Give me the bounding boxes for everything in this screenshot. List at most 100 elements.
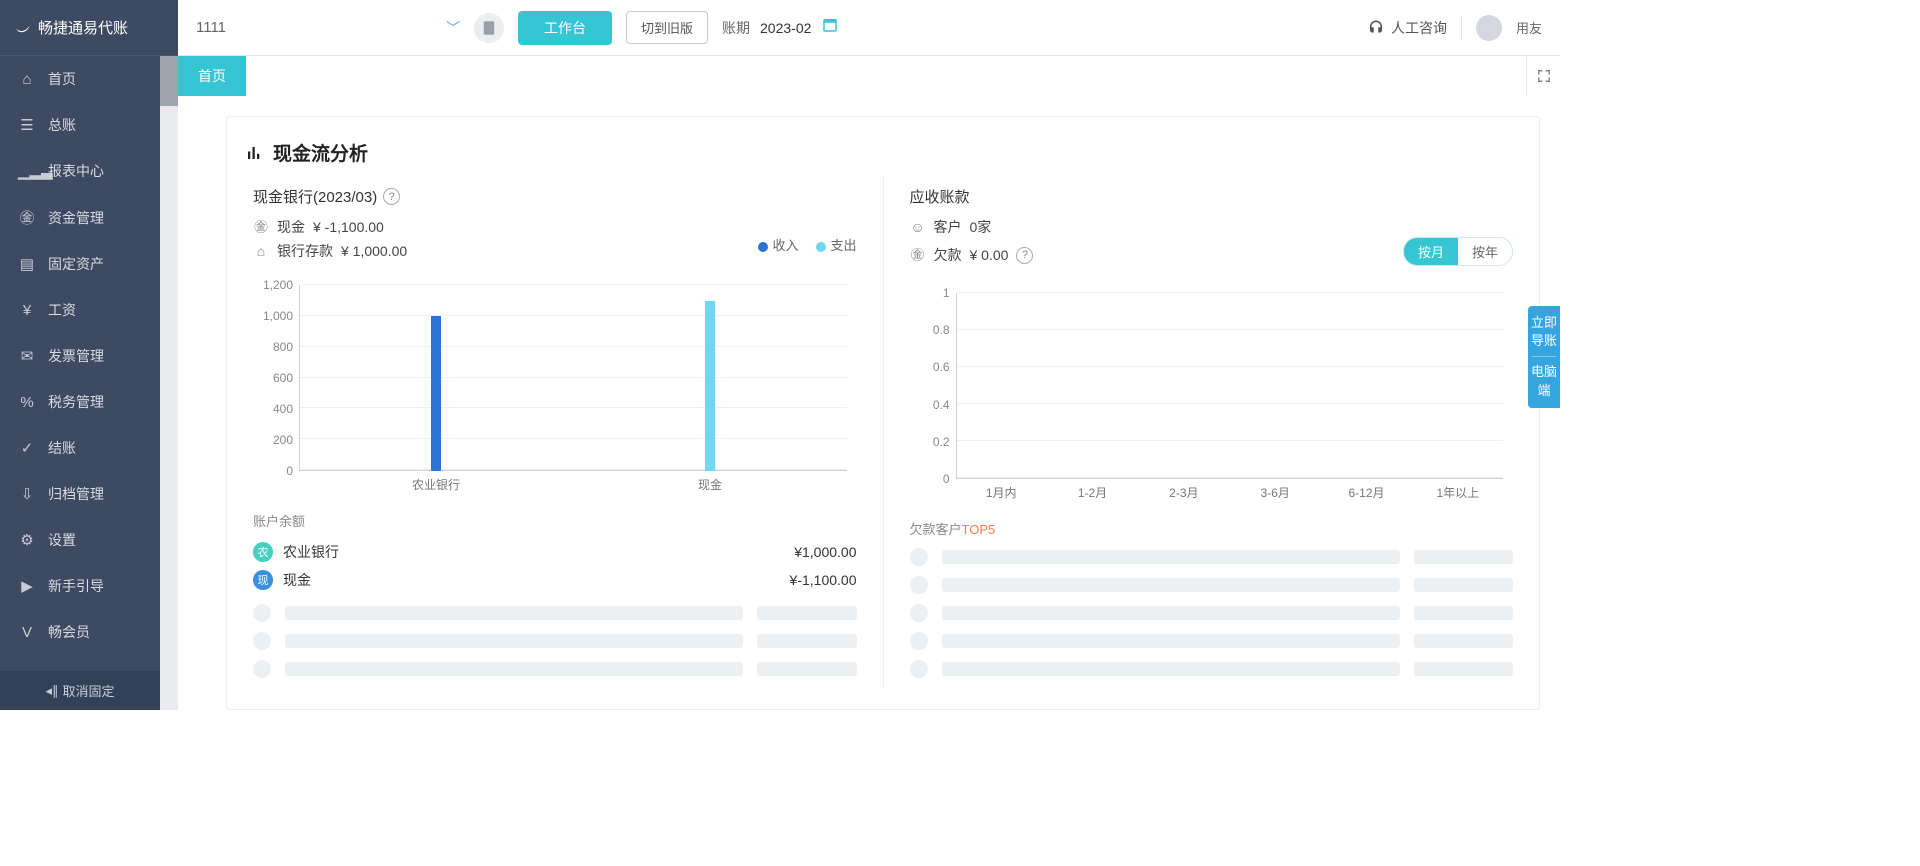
sidebar-item-8[interactable]: ✓ 结账 [0, 425, 160, 471]
customer-label: 客户 [934, 217, 962, 237]
logo-swoosh-icon [14, 18, 32, 36]
headset-icon [1367, 19, 1385, 37]
brand-text: 畅捷通易代账 [38, 17, 128, 38]
workbench-button[interactable]: 工作台 [518, 11, 612, 45]
clipboard-button[interactable] [474, 13, 504, 43]
floating-actions[interactable]: 立即导账 电脑端 [1528, 306, 1560, 408]
sidebar-item-9[interactable]: ⇩ 归档管理 [0, 471, 160, 517]
sidebar-item-6[interactable]: ✉发票管理 [0, 333, 160, 379]
y-tick: 800 [253, 340, 293, 354]
sidebar-item-label: 首页 [48, 69, 76, 89]
rmb-icon: ㊎ [253, 217, 269, 237]
sidebar-item-5[interactable]: ¥工资 [0, 287, 160, 333]
gear-icon: ⚙ [18, 531, 36, 549]
help-icon[interactable]: ? [383, 188, 400, 205]
x-tick: 1-2月 [1078, 484, 1107, 501]
x-tick: 农业银行 [412, 476, 460, 493]
cash-bank-title-text: 现金银行(2023/03) [253, 186, 377, 207]
y-tick: 1,200 [253, 278, 293, 292]
debt-label: 欠款 [934, 245, 962, 265]
sidebar: ⌂ 首页 ☰总账 ▁▂▃ 报表中心㊎资金管理▤固定资产¥工资✉发票管理%税务管理 ✓ 结账 ⇩… [0, 56, 160, 710]
period-value: 2023-02 [760, 20, 811, 36]
sidebar-item-3[interactable]: ㊎资金管理 [0, 194, 160, 241]
y-tick: 0.2 [910, 435, 950, 449]
cash-chart: 02004006008001,0001,200农业银行现金 [253, 285, 857, 495]
fund-icon: ㊎ [18, 207, 36, 228]
sidebar-scroll-thumb[interactable] [160, 56, 178, 106]
sidebar-item-12[interactable]: V畅会员 [0, 609, 160, 655]
sidebar-item-label: 总账 [48, 115, 76, 135]
report-icon: ▁▂▃ [18, 162, 36, 180]
cash-bank-title: 现金银行(2023/03) ? [253, 186, 857, 207]
account-list: 农农业银行¥1,000.00现现金¥-1,100.00 [253, 538, 857, 594]
archive-icon: ⇩ [18, 485, 36, 503]
sidebar-item-label: 归档管理 [48, 484, 104, 504]
divider [1461, 17, 1462, 39]
cash-label: 现金 [277, 217, 305, 237]
home-icon: ⌂ [18, 71, 36, 88]
calendar-icon [821, 16, 839, 39]
bank-icon: ⌂ [253, 243, 269, 259]
main-area: 首页 现金流分析 现金银行(2023/03) ? ㊎ 现金 ¥ -1,100.0… [178, 56, 1560, 710]
sidebar-item-2[interactable]: ▁▂▃ 报表中心 [0, 148, 160, 194]
company-selector-value: 1111 [196, 19, 226, 36]
sidebar-item-0[interactable]: ⌂ 首页 [0, 56, 160, 102]
float-desktop[interactable]: 电脑端 [1528, 363, 1560, 399]
account-badge-icon: 现 [253, 570, 273, 590]
customer-value: 0家 [970, 217, 992, 237]
period-label: 账期 [722, 18, 750, 38]
legend-expense: 支出 [816, 235, 856, 254]
sidebar-item-label: 报表中心 [48, 161, 104, 181]
deposit-value: ¥ 1,000.00 [341, 243, 407, 259]
debt-value: ¥ 0.00 [970, 247, 1009, 263]
sidebar-item-1[interactable]: ☰总账 [0, 102, 160, 148]
tab-bar: 首页 [178, 56, 1560, 96]
y-tick: 0 [910, 472, 950, 486]
sidebar-item-10[interactable]: ⚙设置 [0, 517, 160, 563]
person-icon: ☺ [910, 219, 926, 235]
y-tick: 0.4 [910, 398, 950, 412]
account-amount: ¥1,000.00 [794, 544, 856, 560]
sidebar-item-11[interactable]: ▶新手引导 [0, 563, 160, 609]
clipboard-icon [480, 19, 498, 37]
sidebar-scroll-track[interactable] [160, 56, 178, 710]
y-tick: 600 [253, 371, 293, 385]
cash-value: ¥ -1,100.00 [313, 219, 384, 235]
y-tick: 200 [253, 433, 293, 447]
help-icon[interactable]: ? [1016, 247, 1033, 264]
top5-heading: 欠款客户TOP5 [910, 519, 1514, 538]
period-toggle[interactable]: 按月 按年 [1403, 237, 1513, 266]
avatar-icon[interactable] [1476, 15, 1502, 41]
fullscreen-button[interactable] [1526, 56, 1560, 96]
asset-icon: ▤ [18, 255, 36, 273]
support-link[interactable]: 人工咨询 [1367, 18, 1447, 38]
balance-heading: 账户余额 [253, 511, 857, 530]
chart-bar [705, 301, 715, 472]
toggle-month[interactable]: 按月 [1404, 238, 1458, 265]
cash-line: ㊎ 现金 ¥ -1,100.00 [253, 217, 857, 237]
company-selector[interactable]: 1111 ﹀ [196, 13, 460, 43]
chevron-down-icon: ﹀ [446, 18, 460, 38]
float-import[interactable]: 立即导账 [1528, 314, 1560, 350]
period-picker[interactable]: 账期 2023-02 [722, 16, 839, 39]
toggle-year[interactable]: 按年 [1458, 238, 1512, 265]
sidebar-unpin[interactable]: ◂∥ 取消固定 [0, 671, 160, 710]
header-controls: 1111 ﹀ 工作台 切到旧版 账期 2023-02 人工咨询 用友 [178, 11, 1560, 45]
sidebar-item-label: 工资 [48, 300, 76, 320]
tab-home[interactable]: 首页 [178, 56, 246, 96]
app-header: 畅捷通易代账 1111 ﹀ 工作台 切到旧版 账期 2023-02 人工咨询 用… [0, 0, 1560, 56]
sidebar-item-7[interactable]: %税务管理 [0, 379, 160, 425]
close-icon: ✓ [18, 439, 36, 457]
receivables-title-text: 应收账款 [910, 186, 970, 207]
y-tick: 1,000 [253, 309, 293, 323]
sidebar-item-4[interactable]: ▤固定资产 [0, 241, 160, 287]
switch-old-button[interactable]: 切到旧版 [626, 11, 708, 44]
sidebar-item-label: 结账 [48, 438, 76, 458]
debt-line: ㊎ 欠款 ¥ 0.00 ? [910, 245, 1403, 265]
tax-icon: % [18, 394, 36, 411]
account-row: 农农业银行¥1,000.00 [253, 538, 857, 566]
brand-logo: 畅捷通易代账 [0, 0, 178, 56]
receivables-column: 应收账款 ☺ 客户 0家 ㊎ 欠款 ¥ 0.00 ? 按月 [883, 176, 1540, 688]
barchart-icon [245, 144, 263, 162]
account-row: 现现金¥-1,100.00 [253, 566, 857, 594]
